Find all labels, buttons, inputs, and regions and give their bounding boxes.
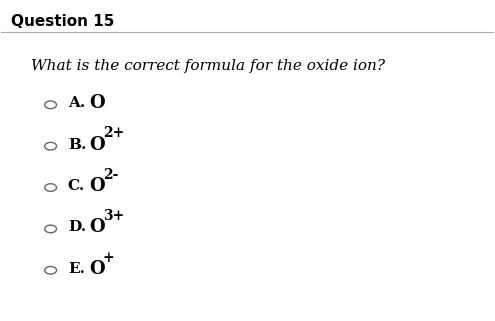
Text: Question 15: Question 15 — [11, 14, 115, 29]
Text: What is the correct formula for the oxide ion?: What is the correct formula for the oxid… — [31, 59, 385, 73]
Text: O: O — [89, 260, 104, 278]
Text: E.: E. — [68, 262, 85, 276]
Text: O: O — [89, 94, 104, 112]
Text: B.: B. — [68, 138, 86, 152]
Text: D.: D. — [68, 220, 86, 234]
Text: O: O — [89, 135, 104, 153]
Text: 3+: 3+ — [103, 209, 124, 223]
Text: O: O — [89, 177, 104, 195]
Text: 2-: 2- — [103, 168, 118, 182]
Text: 2+: 2+ — [103, 126, 124, 141]
Text: C.: C. — [68, 179, 85, 193]
Text: O: O — [89, 218, 104, 236]
Text: A.: A. — [68, 96, 85, 110]
Text: +: + — [103, 251, 114, 265]
